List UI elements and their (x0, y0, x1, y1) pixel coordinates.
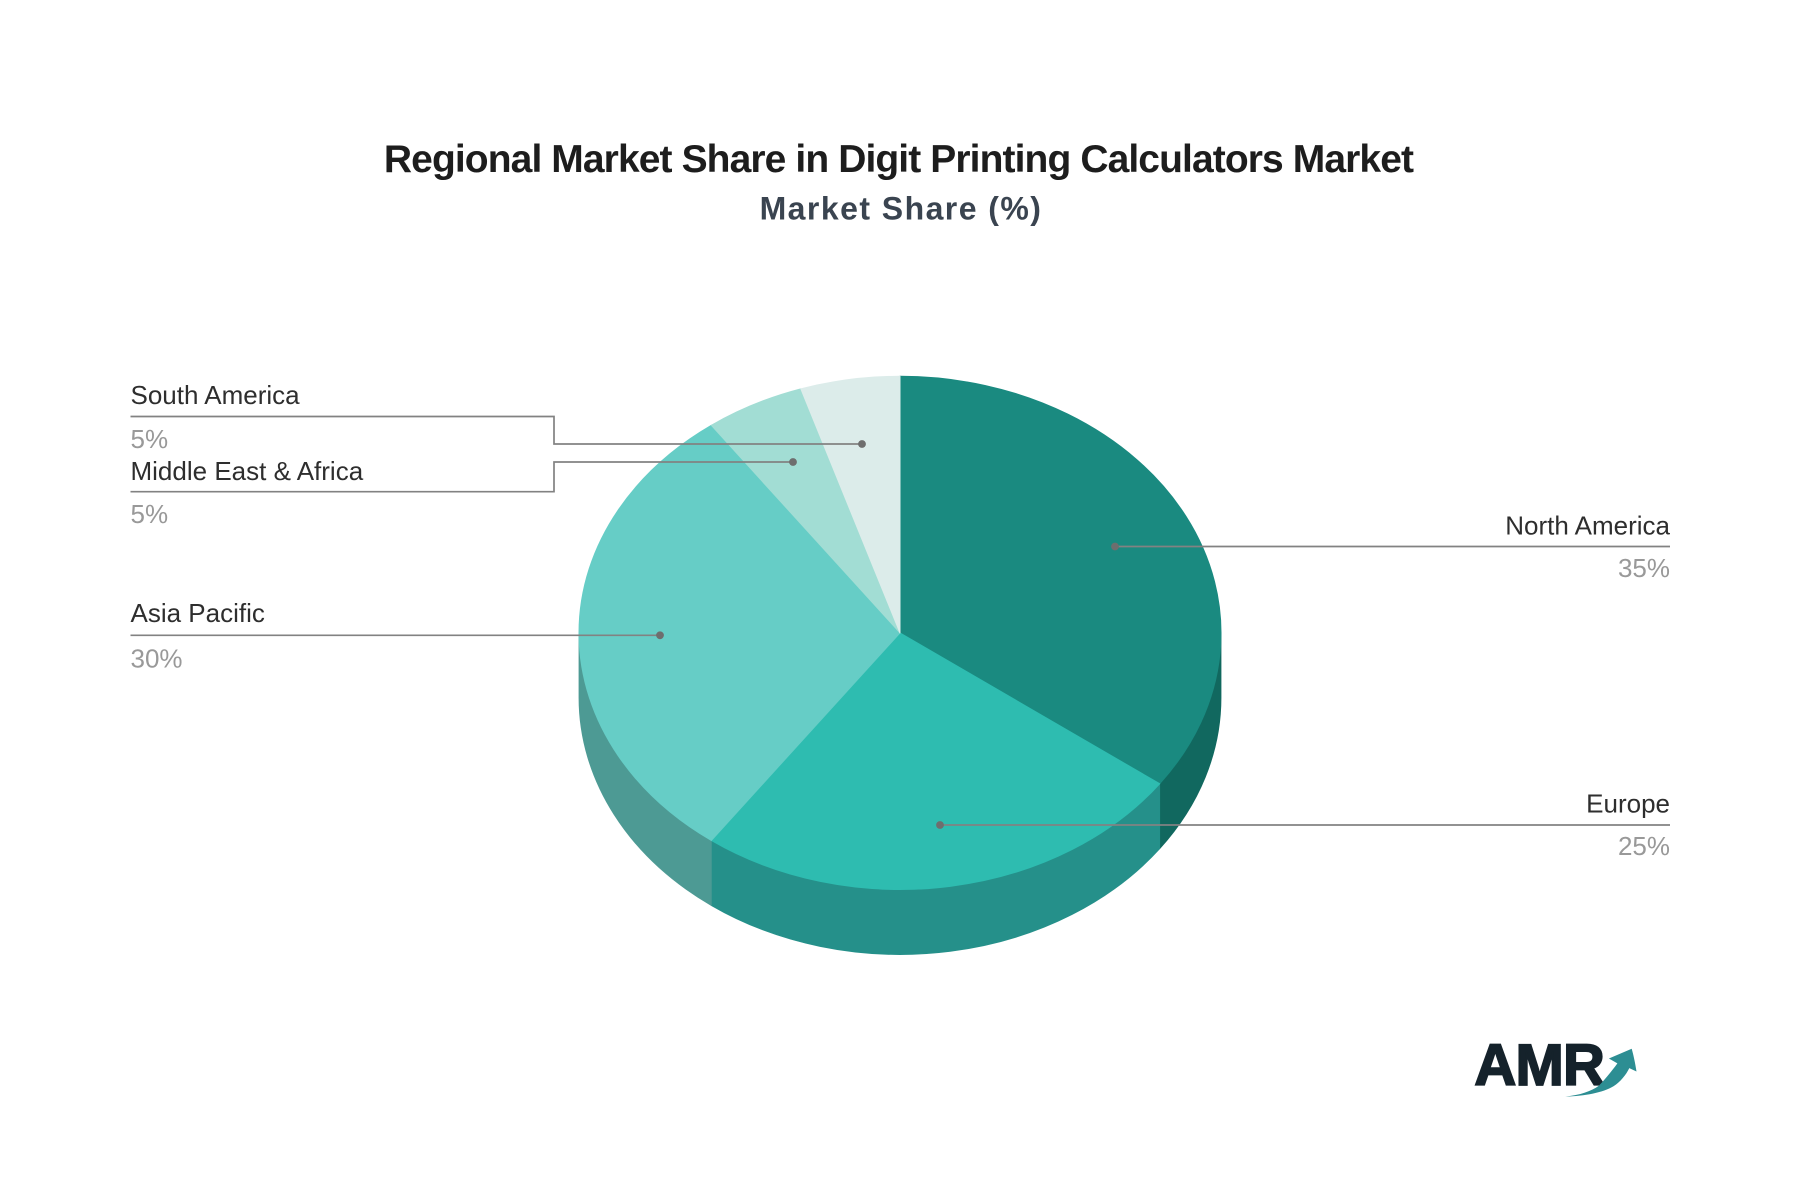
svg-text:AMR: AMR (1474, 1033, 1604, 1098)
svg-text:25%: 25% (1618, 831, 1670, 861)
svg-text:30%: 30% (131, 644, 183, 674)
svg-text:Middle East & Africa: Middle East & Africa (131, 456, 364, 486)
svg-text:South America: South America (131, 380, 301, 410)
svg-text:5%: 5% (131, 424, 169, 454)
svg-text:Asia Pacific: Asia Pacific (131, 598, 265, 628)
svg-text:5%: 5% (131, 499, 169, 529)
svg-text:Regional Market Share in Digit: Regional Market Share in Digit Printing … (384, 138, 1414, 181)
svg-text:Market Share (%): Market Share (%) (760, 191, 1043, 227)
svg-text:35%: 35% (1618, 553, 1670, 583)
svg-text:Europe: Europe (1586, 788, 1670, 818)
svg-text:North America: North America (1505, 511, 1670, 541)
